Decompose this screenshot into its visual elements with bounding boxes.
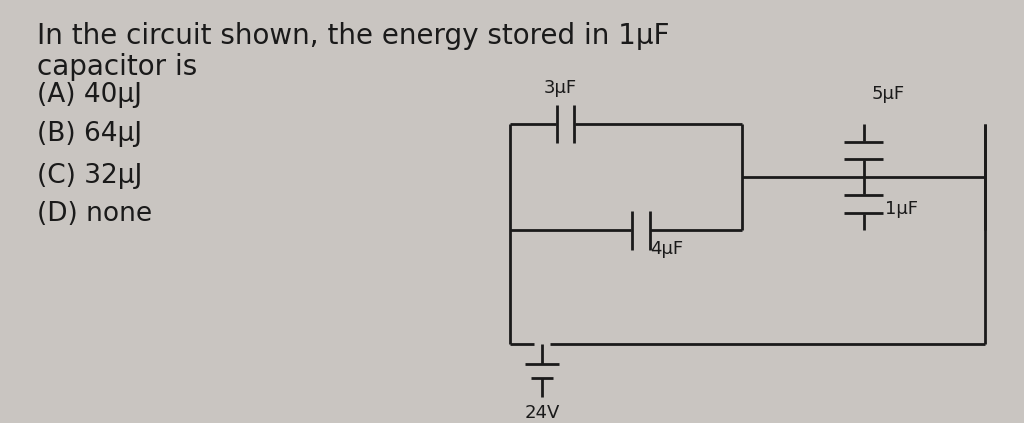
Text: 4μF: 4μF bbox=[650, 240, 684, 258]
Text: 5μF: 5μF bbox=[871, 85, 904, 103]
Text: (D) none: (D) none bbox=[38, 201, 153, 228]
Text: In the circuit shown, the energy stored in 1μF: In the circuit shown, the energy stored … bbox=[38, 22, 670, 50]
Text: capacitor is: capacitor is bbox=[38, 53, 198, 81]
Text: 3μF: 3μF bbox=[544, 79, 577, 97]
Text: (A) 40μJ: (A) 40μJ bbox=[38, 82, 142, 108]
Text: 24V: 24V bbox=[524, 404, 560, 422]
Text: 1μF: 1μF bbox=[885, 200, 918, 218]
Text: (B) 64μJ: (B) 64μJ bbox=[38, 121, 142, 147]
Text: (C) 32μJ: (C) 32μJ bbox=[38, 163, 143, 189]
